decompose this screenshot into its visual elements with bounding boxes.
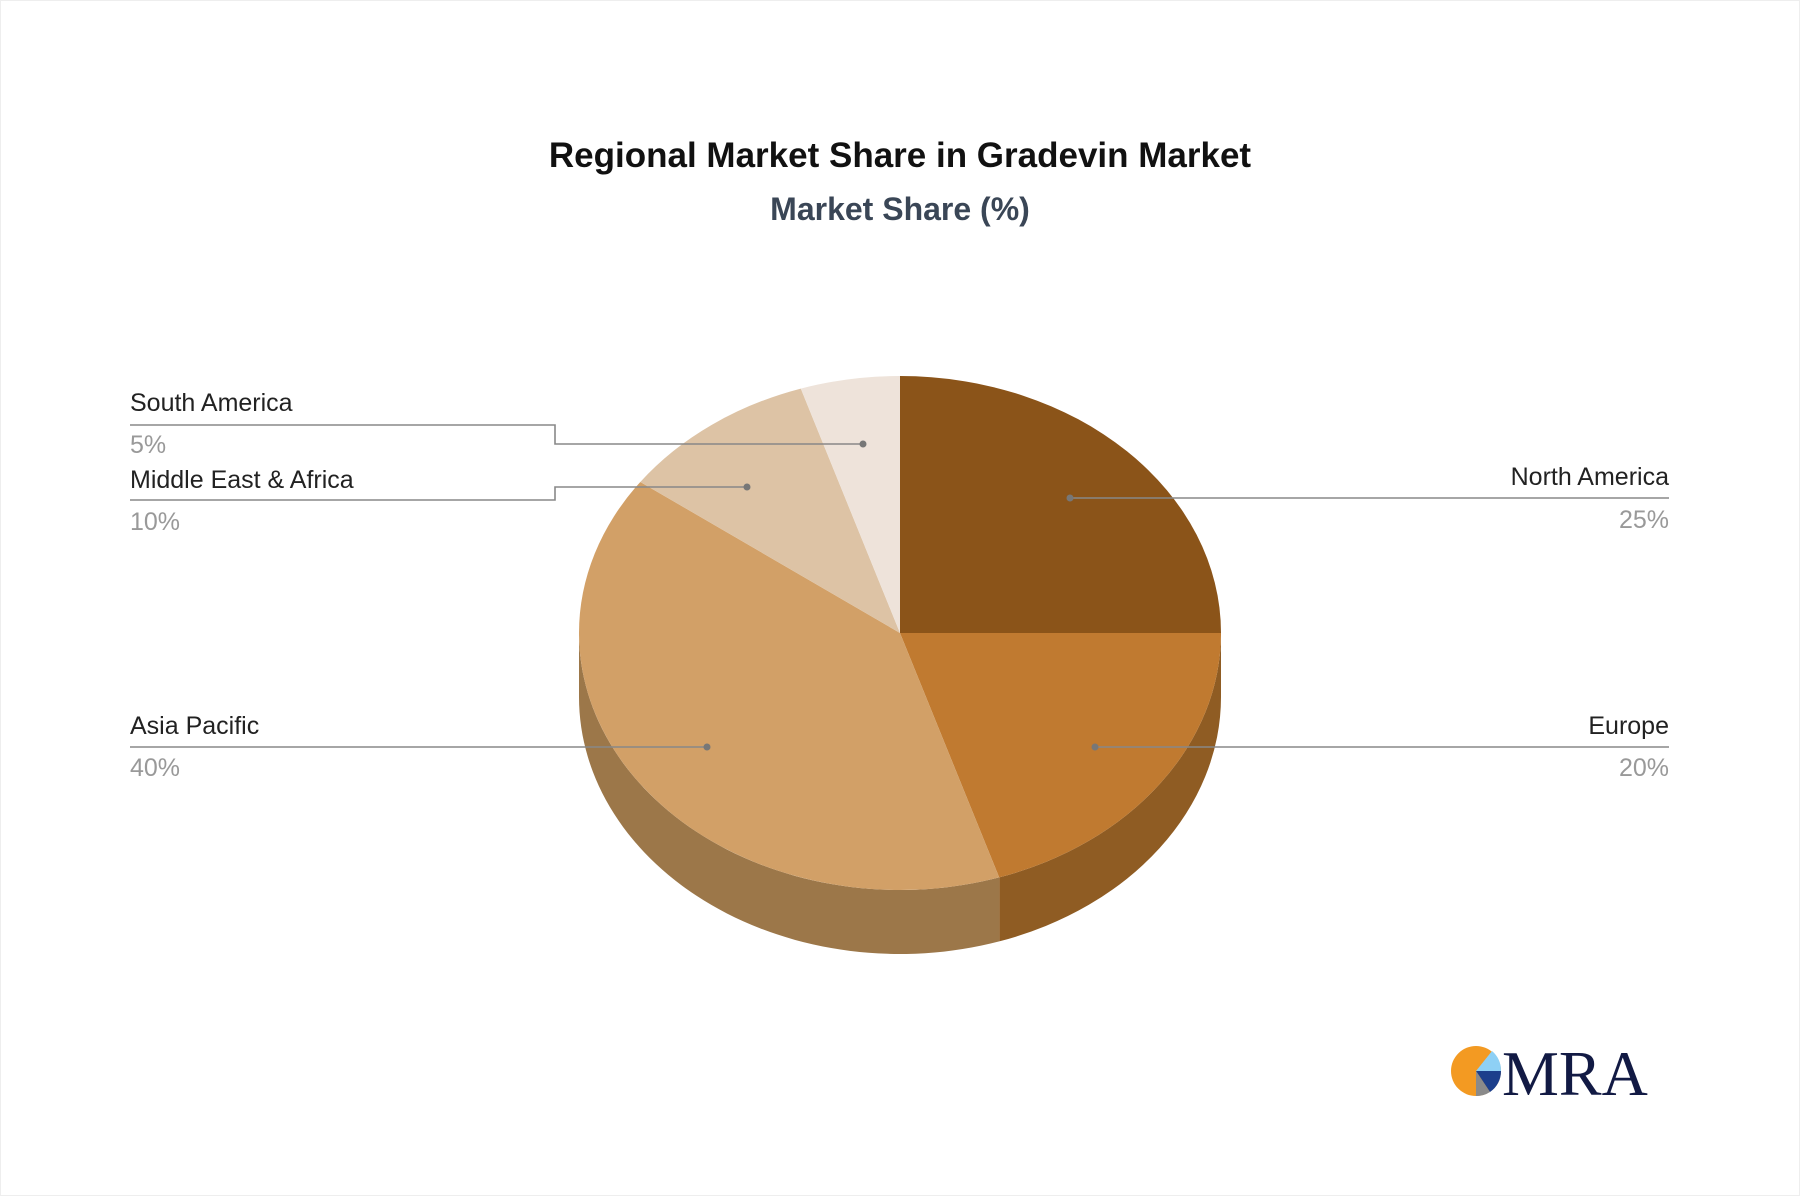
leader-lines-and-labels: North America 25% Europe 20% Asia Pacific 40%… [130,389,1669,782]
slice-label: Europe [1588,712,1669,740]
slice-value-label: 5% [130,431,166,459]
pie-slice[interactable] [900,376,1221,633]
leader-dot [743,483,751,491]
leader-dot [1066,494,1074,502]
pie-slice-side [578,633,1000,954]
slice-label: Middle East & Africa [130,466,354,494]
chart-title: Regional Market Share in Gradevin Market [548,136,1252,175]
slice-label: South America [130,389,293,417]
slice-value-label: 40% [130,754,180,782]
pie-slice[interactable] [900,633,1221,878]
leader-dot [1091,743,1099,751]
logo-text: MRA [1502,1038,1648,1109]
pie-slice[interactable] [579,481,1000,890]
leader-dot [703,743,711,751]
slice-value-label: 25% [1619,506,1669,534]
slice-label: North America [1511,463,1669,491]
leader-line [130,486,747,501]
mra-logo: MRA [1451,1038,1648,1109]
slice-value-label: 20% [1619,754,1669,782]
pie-slice-side [999,633,1221,942]
slice-value-label: 10% [130,508,180,536]
leader-line [130,424,863,445]
leader-dot [859,440,867,448]
pie-slice[interactable] [800,376,900,633]
chart-subtitle: Market Share (%) [770,191,1030,227]
slice-label: Asia Pacific [130,712,259,740]
pie-slice[interactable] [640,388,900,633]
